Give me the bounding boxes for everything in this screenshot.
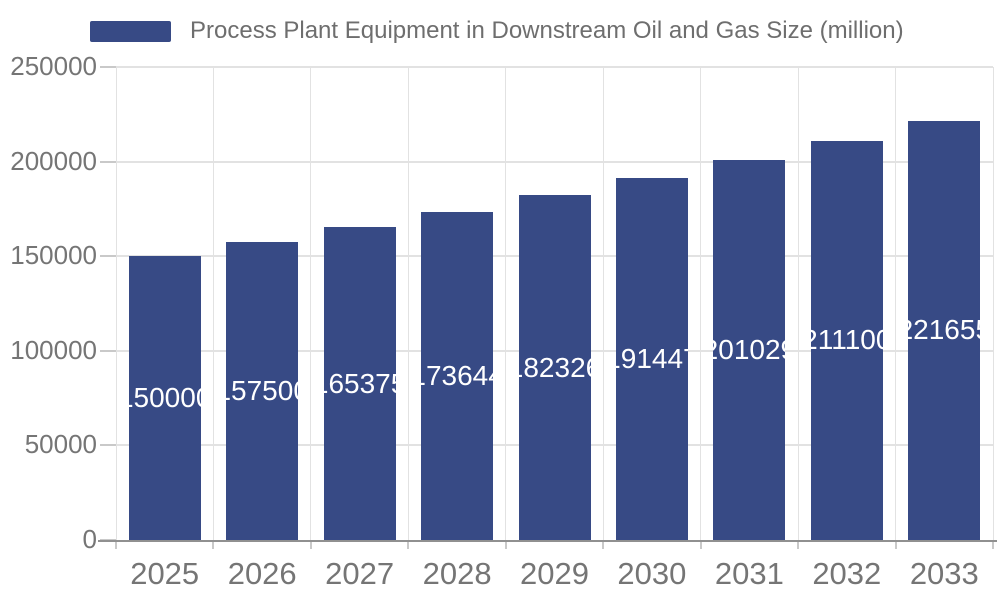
bar[interactable]: 191447 — [615, 177, 688, 540]
x-axis-tick — [699, 542, 702, 549]
x-axis-tick — [212, 542, 215, 549]
x-axis-tick — [504, 542, 507, 549]
x-axis-line — [98, 540, 997, 542]
bar-value-label: 211100 — [811, 324, 883, 356]
y-tick-label: 100000 — [10, 334, 97, 365]
x-tick-label: 2030 — [617, 556, 687, 591]
grid-line-vertical — [310, 67, 312, 540]
y-axis-tick — [100, 160, 116, 163]
legend-swatch — [90, 20, 171, 42]
x-axis-tick — [407, 542, 410, 549]
y-axis-tick — [100, 444, 116, 447]
x-axis-tick — [115, 542, 117, 549]
bar-value-label: 191447 — [616, 342, 688, 374]
bar-value-label: 150000 — [129, 382, 201, 414]
x-tick-label: 2032 — [812, 556, 882, 591]
bar[interactable]: 211100 — [810, 140, 883, 540]
grid-line-vertical — [505, 67, 507, 540]
x-tick-label: 2028 — [422, 556, 492, 591]
x-tick-label: 2025 — [130, 556, 200, 591]
bar-value-label: 201029 — [713, 333, 785, 365]
x-tick-label: 2031 — [714, 556, 784, 591]
y-tick-label: 150000 — [10, 240, 97, 271]
grid-line-vertical — [602, 67, 604, 540]
bar-value-label: 221655 — [908, 314, 980, 346]
x-axis-tick — [797, 542, 800, 549]
x-axis-tick — [894, 542, 897, 549]
grid-line-vertical — [797, 67, 799, 540]
y-tick-label: 0 — [82, 524, 97, 554]
grid-line-vertical — [992, 67, 994, 540]
x-axis-tick — [992, 542, 994, 549]
grid-line-horizontal — [116, 66, 993, 68]
y-axis-tick — [100, 349, 116, 352]
bar[interactable]: 221655 — [908, 120, 981, 540]
bar-value-label: 173644 — [421, 359, 493, 391]
legend-label: Process Plant Equipment in Downstream Oi… — [190, 17, 904, 44]
grid-line-vertical — [895, 67, 897, 540]
bar[interactable]: 182326 — [518, 195, 591, 540]
bar-value-label: 165375 — [324, 367, 396, 399]
y-tick-label: 250000 — [10, 51, 97, 81]
bar[interactable]: 165375 — [323, 227, 396, 540]
bar-value-label: 182326 — [519, 351, 591, 383]
x-tick-label: 2027 — [325, 556, 395, 591]
bar[interactable]: 173644 — [421, 211, 494, 540]
grid-line-vertical — [700, 67, 702, 540]
y-tick-label: 50000 — [24, 429, 97, 460]
x-tick-label: 2026 — [227, 556, 297, 591]
grid-line-vertical — [212, 67, 214, 540]
y-axis-tick — [100, 66, 116, 68]
grid-line-vertical — [115, 67, 117, 540]
x-tick-label: 2029 — [520, 556, 589, 591]
bar[interactable]: 150000 — [128, 256, 201, 540]
grid-line-vertical — [407, 67, 409, 540]
x-axis-tick — [309, 542, 312, 549]
y-axis-tick — [100, 255, 116, 258]
legend-item[interactable]: Process Plant Equipment in Downstream Oi… — [90, 17, 904, 44]
bar[interactable]: 201029 — [713, 159, 786, 540]
x-tick-label: 2033 — [909, 556, 979, 591]
x-axis-tick — [602, 542, 605, 549]
bar[interactable]: 157500 — [226, 242, 299, 540]
y-tick-label: 200000 — [10, 145, 97, 176]
bar-value-label: 157500 — [226, 375, 298, 406]
grid-line-horizontal — [116, 160, 993, 163]
